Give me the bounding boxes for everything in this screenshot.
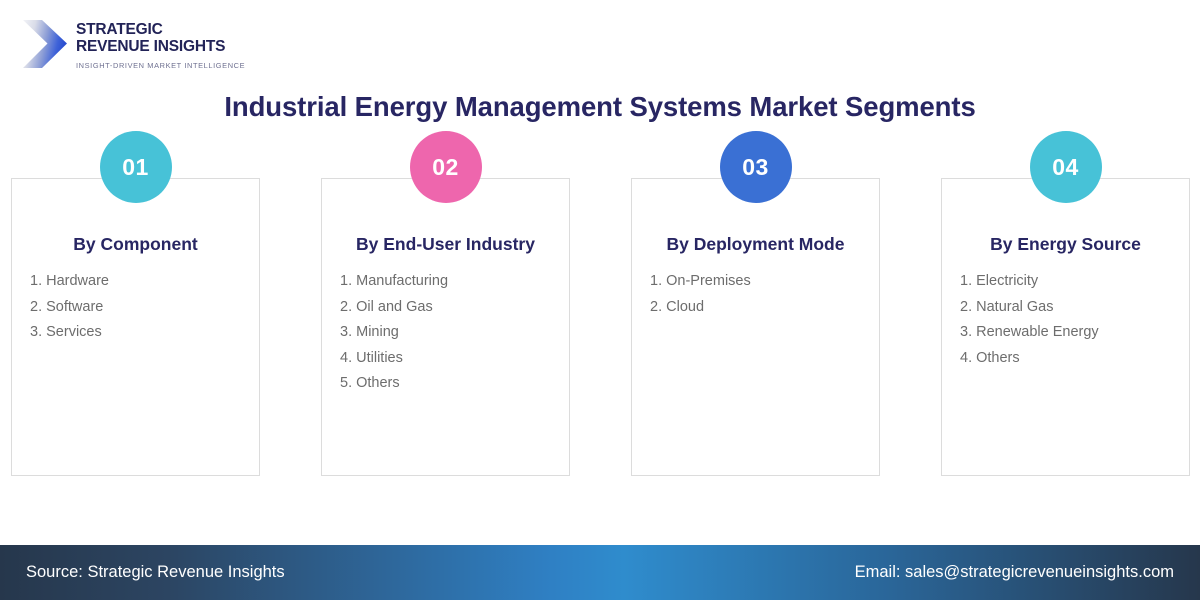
segment-number-badge: 01 bbox=[99, 131, 172, 203]
list-item: 3. Renewable Energy bbox=[960, 324, 1099, 340]
brand-wordmark: STRATEGIC REVENUE INSIGHTS INSIGHT-DRIVE… bbox=[76, 19, 245, 70]
segment-heading: By End-User Industry bbox=[356, 234, 535, 254]
segment-heading: By Component bbox=[73, 234, 198, 254]
list-item-label: On-Premises bbox=[666, 273, 751, 289]
page-title: Industrial Energy Management Systems Mar… bbox=[224, 91, 976, 122]
list-item-label: Electricity bbox=[976, 273, 1039, 289]
segment-number-badge: 02 bbox=[409, 131, 482, 203]
brand-name-line-1: STRATEGIC bbox=[76, 20, 163, 38]
footer-email-text[interactable]: Email: sales@strategicrevenueinsights.co… bbox=[854, 563, 1174, 581]
list-item: 4. Utilities bbox=[340, 349, 403, 366]
list-item-label: Natural Gas bbox=[976, 298, 1054, 315]
segment-item-list: 1. On-Premises 2. Cloud bbox=[650, 269, 869, 320]
list-item-label: Utilities bbox=[356, 349, 403, 366]
list-item-label: Software bbox=[46, 298, 104, 315]
list-item-label: Services bbox=[46, 324, 102, 340]
list-item-label: Hardware bbox=[46, 273, 109, 289]
footer-source-text: Source: Strategic Revenue Insights bbox=[26, 563, 285, 581]
list-item-label: Cloud bbox=[666, 298, 705, 315]
brand-name-line-2: REVENUE INSIGHTS bbox=[76, 37, 226, 55]
list-item: 3. Mining bbox=[340, 324, 399, 340]
list-item: 1. Electricity bbox=[960, 273, 1039, 289]
list-item-label: Manufacturing bbox=[356, 273, 449, 289]
list-item: 2. Cloud bbox=[650, 298, 705, 315]
segment-card-energy-source: 04 By Energy Source 1. Electricity 2. Na… bbox=[941, 131, 1190, 476]
list-item-label: Others bbox=[356, 375, 400, 391]
segment-item-list: 1. Electricity 2. Natural Gas 3. Renewab… bbox=[960, 269, 1179, 371]
segment-item-list: 1. Manufacturing 2. Oil and Gas 3. Minin… bbox=[340, 269, 559, 397]
list-item-label: Renewable Energy bbox=[976, 324, 1099, 340]
segment-card-deployment-mode: 03 By Deployment Mode 1. On-Premises 2. … bbox=[631, 131, 880, 476]
segment-card-component: 01 By Component 1. Hardware 2. Software … bbox=[11, 131, 260, 476]
segment-card-end-user-industry: 02 By End-User Industry 1. Manufacturing… bbox=[321, 131, 570, 476]
segment-number-badge: 03 bbox=[719, 131, 792, 203]
list-item: 2. Software bbox=[30, 298, 104, 315]
footer-bar: Source: Strategic Revenue Insights Email… bbox=[0, 545, 1200, 600]
chevron-arrow-icon bbox=[23, 20, 67, 68]
segment-item-list: 1. Hardware 2. Software 3. Services bbox=[30, 269, 249, 346]
list-item: 2. Natural Gas bbox=[960, 298, 1054, 315]
list-item: 1. Manufacturing bbox=[340, 273, 449, 289]
segment-heading: By Deployment Mode bbox=[666, 234, 845, 254]
list-item: 4. Others bbox=[960, 349, 1020, 366]
list-item-label: Mining bbox=[356, 324, 399, 340]
list-item: 2. Oil and Gas bbox=[340, 298, 433, 315]
segments-container: 01 By Component 1. Hardware 2. Software … bbox=[11, 131, 1190, 476]
list-item: 1. Hardware bbox=[30, 273, 109, 289]
list-item-label: Others bbox=[976, 349, 1020, 366]
segment-number-badge: 04 bbox=[1029, 131, 1102, 203]
brand-logo: STRATEGIC REVENUE INSIGHTS INSIGHT-DRIVE… bbox=[22, 18, 245, 70]
list-item: 1. On-Premises bbox=[650, 273, 751, 289]
brand-tagline: INSIGHT-DRIVEN MARKET INTELLIGENCE bbox=[76, 60, 246, 70]
list-item: 3. Services bbox=[30, 324, 102, 340]
list-item: 5. Others bbox=[340, 375, 400, 391]
list-item-label: Oil and Gas bbox=[356, 298, 433, 315]
segment-heading: By Energy Source bbox=[990, 234, 1141, 254]
